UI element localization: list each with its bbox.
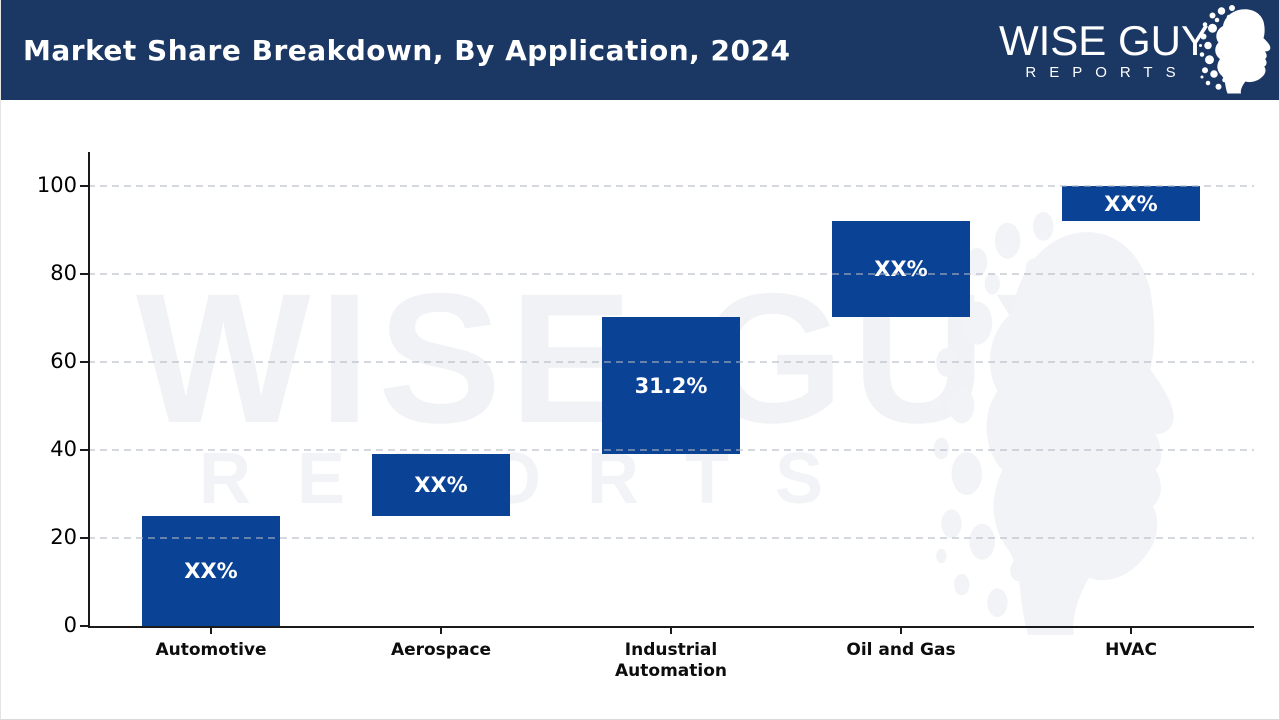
y-tick-80 <box>80 273 88 275</box>
x-category-line: Oil and Gas <box>846 640 956 660</box>
x-tick-3 <box>900 626 902 634</box>
header-bar: Market Share Breakdown, By Application, … <box>1 0 1279 100</box>
watermark-sub-text: REPORTS <box>199 439 870 519</box>
y-tick-label-20: 20 <box>50 525 77 549</box>
y-tick-40 <box>80 449 88 451</box>
y-tick-label-40: 40 <box>50 437 77 461</box>
brand-logo: WISE GUY REPORTS <box>999 4 1275 96</box>
x-tick-4 <box>1130 626 1132 634</box>
y-tick-0 <box>80 625 88 627</box>
x-category-line: HVAC <box>1105 640 1157 660</box>
x-category-line: Industrial <box>624 640 718 660</box>
y-tick-60 <box>80 361 88 363</box>
logo-brand-text: WISE GUY <box>998 17 1209 64</box>
x-category-label: Oil and Gas <box>786 640 1016 661</box>
page-title: Market Share Breakdown, By Application, … <box>23 33 791 67</box>
gridline-y-100 <box>88 185 1254 187</box>
x-category-line: Automotive <box>155 640 267 660</box>
gridline-y-40 <box>88 449 1254 451</box>
gridline-y-80 <box>88 273 1254 275</box>
gridline-y-20 <box>88 537 1254 539</box>
y-tick-label-100: 100 <box>36 173 77 197</box>
watermark-face-graphic <box>926 212 1181 646</box>
bar-oil-and-gas: XX% <box>832 221 970 318</box>
bar-value-label: XX% <box>874 257 928 282</box>
head-profile-icon <box>1195 5 1275 95</box>
bar-aerospace: XX% <box>372 454 510 516</box>
y-tick-label-80: 80 <box>50 261 77 285</box>
bar-automotive: XX% <box>142 516 280 626</box>
x-category-label: Industrial Automation <box>556 640 786 682</box>
y-tick-20 <box>80 537 88 539</box>
logo-sub-text: REPORTS <box>1025 64 1189 81</box>
bar-value-label: 31.2% <box>634 373 708 398</box>
x-tick-1 <box>440 626 442 634</box>
gridline-y-60 <box>88 361 1254 363</box>
bar-industrial-automation: 31.2% <box>602 317 740 455</box>
x-category-label: Automotive <box>96 640 326 661</box>
x-category-label: Aerospace <box>326 640 556 661</box>
y-tick-100 <box>80 185 88 187</box>
y-axis-spine <box>88 152 90 628</box>
x-tick-2 <box>670 626 672 634</box>
bar-value-label: XX% <box>1104 191 1158 216</box>
x-tick-0 <box>210 626 212 634</box>
x-axis-spine <box>88 626 1254 628</box>
x-category-line: Aerospace <box>390 640 492 660</box>
x-category-label: HVAC <box>1016 640 1246 661</box>
y-tick-label-60: 60 <box>50 349 77 373</box>
y-tick-label-0: 0 <box>63 613 77 637</box>
bar-hvac: XX% <box>1062 186 1200 222</box>
bar-value-label: XX% <box>184 559 238 583</box>
bar-value-label: XX% <box>414 473 468 498</box>
x-category-line: Automation <box>615 661 727 681</box>
